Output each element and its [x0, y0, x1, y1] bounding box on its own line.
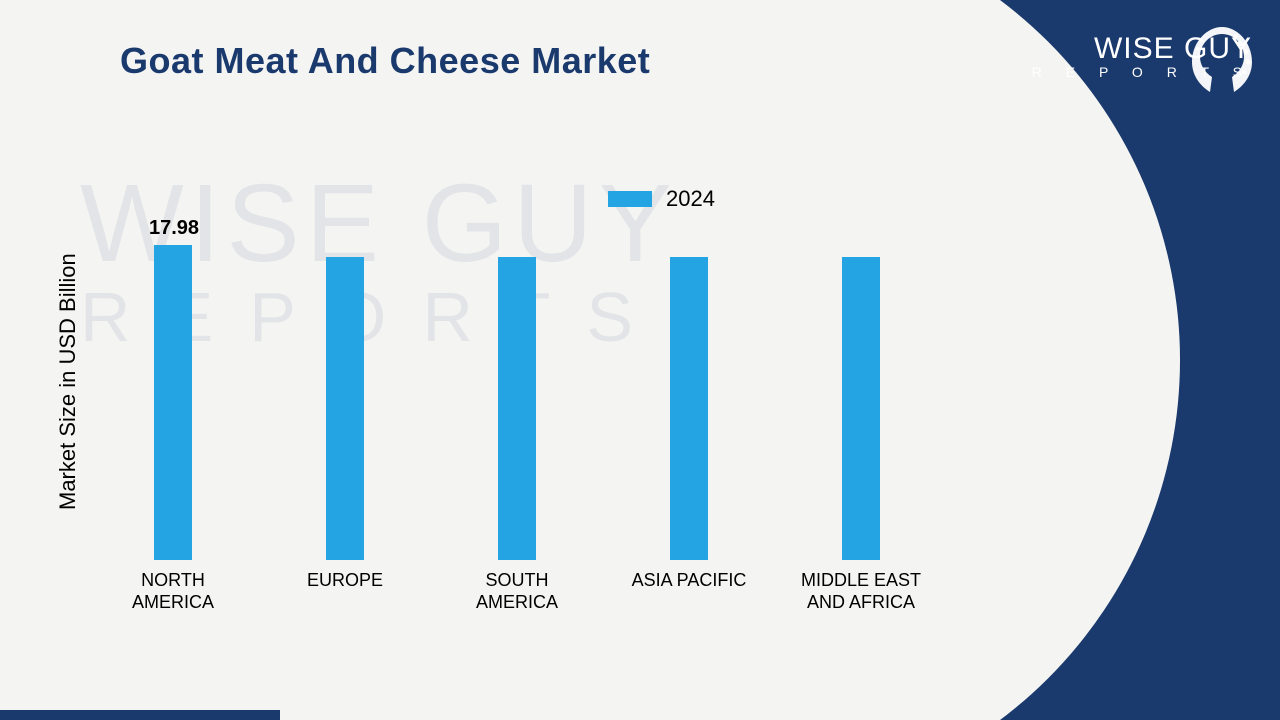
x-axis-label: MIDDLE EAST AND AFRICA: [791, 570, 931, 613]
legend-swatch: [608, 191, 652, 207]
chart-title: Goat Meat And Cheese Market: [120, 40, 650, 82]
bar: [154, 245, 192, 560]
bar-group: ASIA PACIFIC: [670, 210, 708, 560]
x-axis-label: ASIA PACIFIC: [619, 570, 759, 592]
brand-line2: R E P O R T S: [1032, 64, 1252, 80]
legend-label: 2024: [666, 186, 715, 212]
bottom-accent-bar: [0, 710, 280, 720]
bar-group: EUROPE: [326, 210, 364, 560]
x-axis-label: NORTH AMERICA: [103, 570, 243, 613]
x-axis-label: SOUTH AMERICA: [447, 570, 587, 613]
plot-area: 17.98NORTH AMERICA EUROPE SOUTH AMERICA ASI…: [110, 210, 920, 560]
chart-stage: WISE GUY REPORTS Goat Meat And Cheese Ma…: [0, 0, 1280, 720]
bar: [498, 257, 536, 560]
bar-group: SOUTH AMERICA: [498, 210, 536, 560]
brand-logo: WISE GUY R E P O R T S: [1032, 32, 1252, 80]
bar: [670, 257, 708, 560]
brand-line1: WISE GUY: [1032, 32, 1252, 66]
legend: 2024: [608, 186, 715, 212]
bar: [326, 257, 364, 560]
bar-value-label: 17.98: [114, 217, 234, 240]
y-axis-label: Market Size in USD Billion: [55, 253, 81, 510]
x-axis-label: EUROPE: [275, 570, 415, 592]
bar-group: 17.98NORTH AMERICA: [154, 210, 192, 560]
bar: [842, 257, 880, 560]
bar-group: MIDDLE EAST AND AFRICA: [842, 210, 880, 560]
